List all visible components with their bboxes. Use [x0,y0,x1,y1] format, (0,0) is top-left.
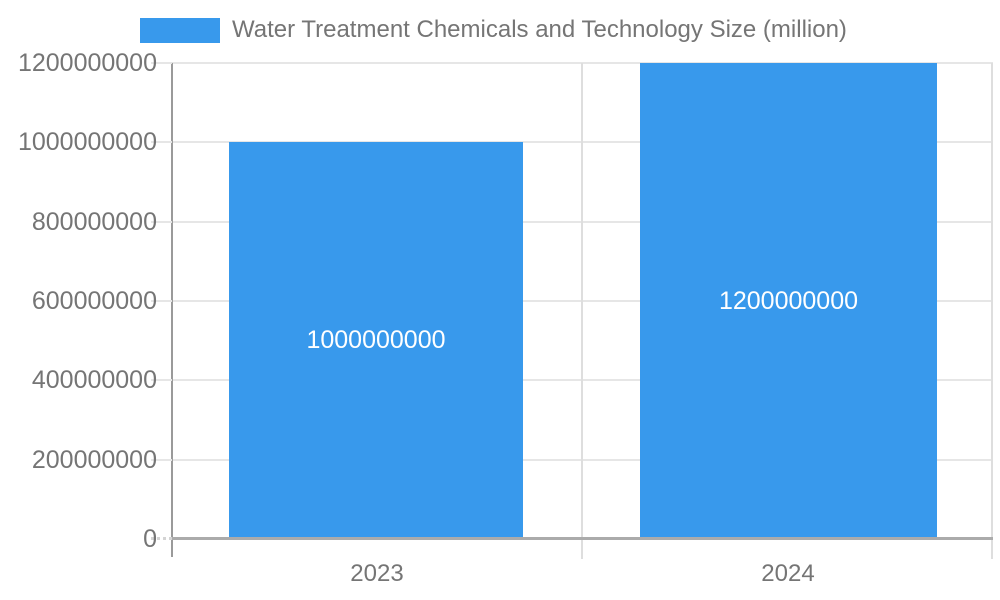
chart-title: Water Treatment Chemicals and Technology… [232,16,847,43]
y-tick [151,221,172,223]
bar-value-label: 1200000000 [718,286,859,315]
y-axis-label: 0 [143,525,157,553]
plot-right-edge-line [991,63,993,559]
y-tick [151,459,172,461]
y-axis-label: 1200000000 [17,49,157,77]
y-tick [151,141,172,143]
bar-2023[interactable]: 1000000000 [229,142,523,539]
bar-value-label: 1000000000 [306,326,446,355]
x-axis-baseline [172,537,993,540]
y-axis-label: 400000000 [31,366,157,394]
y-tick [151,379,172,381]
bar-2024[interactable]: 1200000000 [640,63,937,539]
y-axis-label: 200000000 [31,446,157,474]
y-tick [151,62,172,64]
y-tick [151,300,172,302]
category-separator-line [581,63,583,559]
y-axis-label: 1000000000 [17,128,157,156]
x-axis-label-2023: 2023 [350,560,404,587]
plot-area: 1000000000 1200000000 [172,62,993,539]
y-axis-line [171,63,173,557]
x-axis-label-2024: 2024 [761,560,815,587]
y-axis-label: 800000000 [31,208,157,236]
y-axis-label: 600000000 [31,287,157,315]
legend-swatch-icon[interactable] [140,17,220,43]
y-tick-zero [151,537,172,540]
legend[interactable]: Water Treatment Chemicals and Technology… [140,14,847,46]
